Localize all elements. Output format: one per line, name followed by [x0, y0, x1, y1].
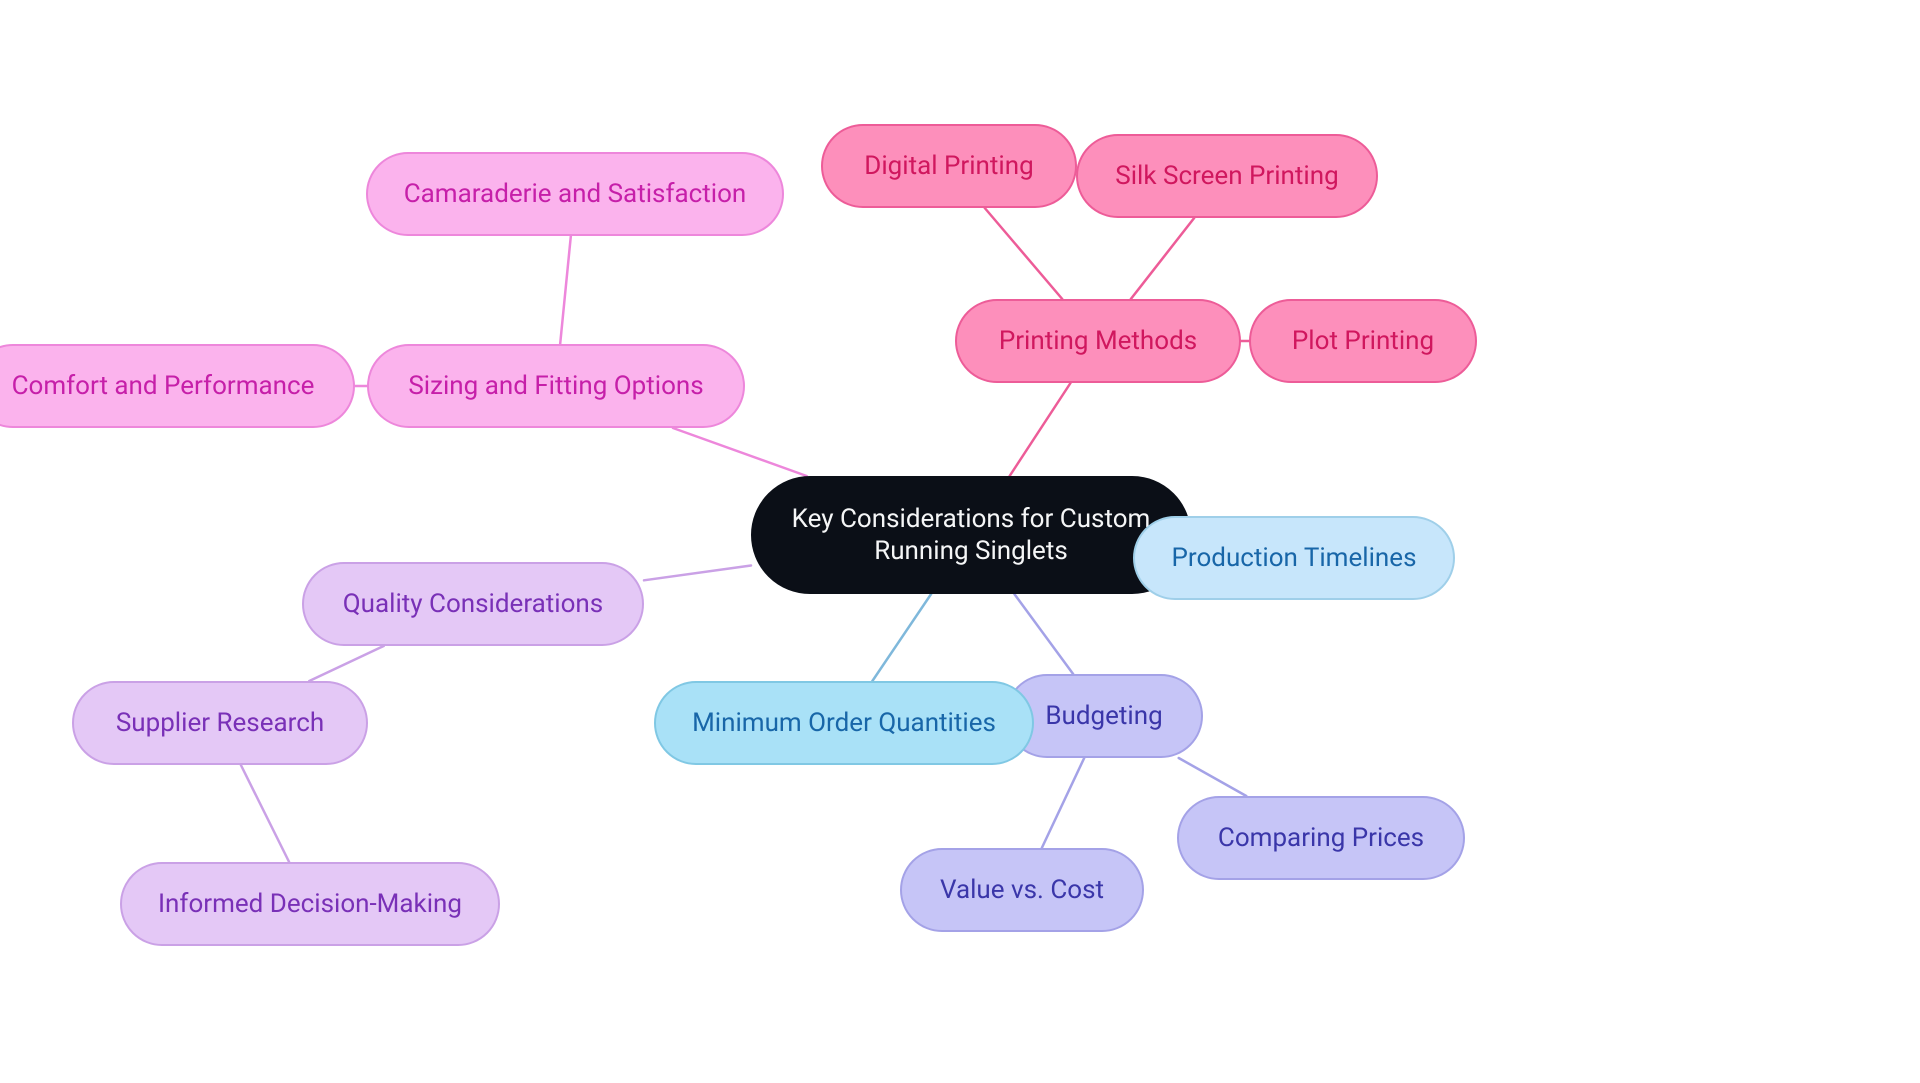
node-label: Minimum Order Quantities — [692, 707, 996, 740]
edge — [644, 565, 751, 580]
node-label: Budgeting — [1045, 700, 1162, 733]
node-digital-printing: Digital Printing — [821, 124, 1077, 208]
node-plot-printing: Plot Printing — [1249, 299, 1477, 383]
node-silk-screen: Silk Screen Printing — [1076, 134, 1378, 218]
node-prod-timelines: Production Timelines — [1133, 516, 1455, 600]
node-center: Key Considerations for Custom Running Si… — [751, 476, 1191, 594]
node-label: Quality Considerations — [343, 588, 603, 621]
node-camaraderie: Camaraderie and Satisfaction — [366, 152, 784, 236]
node-sizing: Sizing and Fitting Options — [367, 344, 745, 428]
node-min-order: Minimum Order Quantities — [654, 681, 1034, 765]
edge — [673, 428, 807, 476]
edge — [985, 208, 1062, 299]
node-informed: Informed Decision-Making — [120, 862, 500, 946]
node-label: Printing Methods — [999, 325, 1197, 358]
node-budgeting: Budgeting — [1005, 674, 1203, 758]
node-label: Camaraderie and Satisfaction — [404, 178, 747, 211]
node-supplier: Supplier Research — [72, 681, 368, 765]
node-printing-methods: Printing Methods — [955, 299, 1241, 383]
node-label: Comfort and Performance — [12, 370, 315, 403]
edge — [241, 765, 289, 862]
node-quality: Quality Considerations — [302, 562, 644, 646]
edge — [1010, 383, 1071, 476]
edge — [1131, 218, 1194, 299]
node-label: Digital Printing — [864, 150, 1033, 183]
edge — [1014, 594, 1073, 674]
node-label: Plot Printing — [1292, 325, 1434, 358]
node-label: Production Timelines — [1172, 542, 1417, 575]
node-value-cost: Value vs. Cost — [900, 848, 1144, 932]
node-comfort: Comfort and Performance — [0, 344, 355, 428]
mindmap-canvas: Key Considerations for Custom Running Si… — [0, 0, 1920, 1083]
node-label: Silk Screen Printing — [1115, 160, 1338, 193]
node-label: Informed Decision-Making — [158, 888, 462, 921]
node-comp-prices: Comparing Prices — [1177, 796, 1465, 880]
node-label: Value vs. Cost — [940, 874, 1104, 907]
edge — [1179, 758, 1247, 796]
edge — [1042, 758, 1084, 848]
node-label: Supplier Research — [116, 707, 324, 740]
node-label: Comparing Prices — [1218, 822, 1424, 855]
edge — [872, 594, 931, 681]
edge — [309, 646, 383, 681]
edge — [560, 236, 571, 344]
node-label: Key Considerations for Custom Running Si… — [792, 503, 1151, 568]
node-label: Sizing and Fitting Options — [408, 370, 703, 403]
